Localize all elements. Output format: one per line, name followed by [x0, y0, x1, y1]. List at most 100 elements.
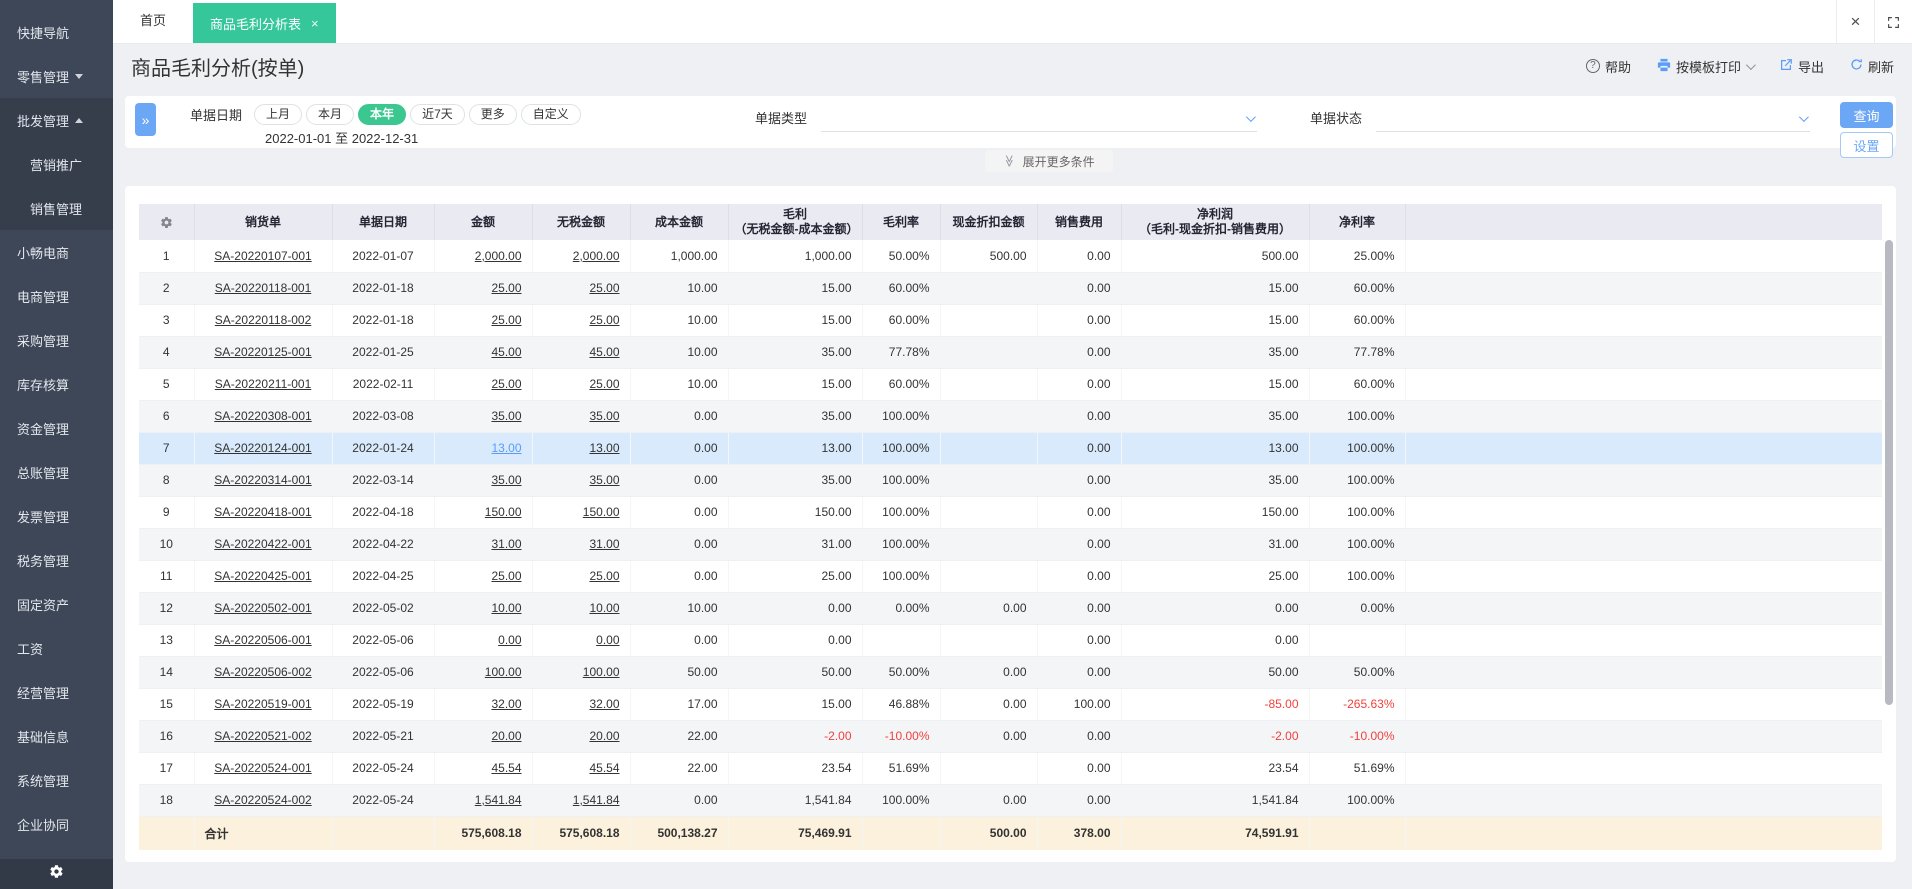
amount-link[interactable]: 2,000.00 — [474, 248, 522, 263]
query-button[interactable]: 查询 — [1840, 102, 1893, 128]
table-row[interactable]: 5 SA-20220211-001 2022-02-11 25.00 25.00 10.0… — [139, 368, 1882, 401]
sidebar-settings-button[interactable] — [0, 859, 113, 889]
untaxed-link[interactable]: 31.00 — [589, 537, 620, 551]
date-pill-本年[interactable]: 本年 — [358, 104, 407, 125]
untaxed-link[interactable]: 45.00 — [589, 345, 620, 359]
table-row[interactable]: 17 SA-20220524-001 2022-05-24 45.54 45.54 22.… — [139, 752, 1882, 785]
table-row[interactable]: 12 SA-20220502-001 2022-05-02 10.00 10.00 10.… — [139, 592, 1882, 625]
sidebar-item-电商管理[interactable]: 电商管理 — [0, 274, 113, 318]
amount-link[interactable]: 100.00 — [484, 665, 522, 679]
tab-gross-profit-report[interactable]: 商品毛利分析表 × — [193, 3, 336, 43]
sidebar-item-发票管理[interactable]: 发票管理 — [0, 494, 113, 538]
table-row[interactable]: 16 SA-20220521-002 2022-05-21 20.00 20.00 22.… — [139, 720, 1882, 753]
sidebar-item-销售管理[interactable]: 销售管理 — [0, 186, 113, 230]
sidebar-item-税务管理[interactable]: 税务管理 — [0, 538, 113, 582]
amount-link[interactable]: 25.00 — [491, 569, 522, 583]
sidebar-item-营销推广[interactable]: 营销推广 — [0, 142, 113, 186]
table-row[interactable]: 11 SA-20220425-001 2022-04-25 25.00 25.00 0.0… — [139, 560, 1882, 593]
table-row[interactable]: 10 SA-20220422-001 2022-04-22 31.00 31.00 0.0… — [139, 528, 1882, 561]
table-row[interactable]: 3 SA-20220118-002 2022-01-18 25.00 25.00 10.0… — [139, 304, 1882, 337]
untaxed-link[interactable]: 25.00 — [589, 377, 620, 391]
doc-status-select[interactable] — [1376, 108, 1811, 132]
table-row[interactable]: 13 SA-20220506-001 2022-05-06 0.00 0.00 0.00 0… — [139, 624, 1882, 657]
date-range-value[interactable]: 2022-01-01 至 2022-12-31 — [265, 131, 419, 146]
fullscreen-icon[interactable] — [1874, 0, 1912, 44]
column-header-net_profit[interactable]: 净利润 （毛利-现金折扣-销售费用） — [1121, 204, 1310, 240]
table-row[interactable]: 14 SA-20220506-002 2022-05-06 100.00 100.00 5… — [139, 656, 1882, 689]
doc-link[interactable]: SA-20220521-002 — [214, 729, 312, 743]
print-by-template-button[interactable]: 按模板打印 — [1657, 57, 1756, 76]
amount-link[interactable]: 45.00 — [491, 345, 522, 359]
column-header-doc[interactable]: 销货单 — [194, 204, 333, 240]
doc-link[interactable]: SA-20220308-001 — [214, 409, 312, 423]
doc-type-select[interactable] — [821, 108, 1258, 132]
amount-link[interactable]: 13.00 — [491, 441, 522, 455]
sidebar-item-工资[interactable]: 工资 — [0, 626, 113, 670]
column-header-date[interactable]: 单据日期 — [332, 204, 435, 240]
untaxed-link[interactable]: 2,000.00 — [572, 248, 620, 263]
tab-home[interactable]: 首页 — [140, 13, 167, 28]
sidebar-item-批发管理[interactable]: 批发管理 — [0, 98, 113, 142]
sidebar-item-固定资产[interactable]: 固定资产 — [0, 582, 113, 626]
table-row[interactable]: 8 SA-20220314-001 2022-03-14 35.00 35.00 0.00… — [139, 464, 1882, 497]
sidebar-item-企业协同[interactable]: 企业协同 — [0, 802, 113, 846]
column-header-cash_discount[interactable]: 现金折扣金额 — [940, 204, 1038, 240]
doc-link[interactable]: SA-20220211-001 — [214, 377, 312, 391]
date-pill-自定义[interactable]: 自定义 — [520, 104, 581, 125]
date-pill-上月[interactable]: 上月 — [254, 104, 303, 125]
sidebar-item-快捷导航[interactable]: 快捷导航 — [0, 10, 113, 54]
column-header-amount[interactable]: 金额 — [434, 204, 533, 240]
untaxed-link[interactable]: 10.00 — [589, 601, 620, 615]
doc-link[interactable]: SA-20220107-001 — [214, 248, 312, 263]
table-row[interactable]: 1 SA-20220107-001 2022-01-07 2,000.00 2,000.… — [139, 240, 1882, 273]
sidebar-item-采购管理[interactable]: 采购管理 — [0, 318, 113, 362]
column-settings-button[interactable] — [139, 204, 195, 240]
amount-link[interactable]: 25.00 — [491, 313, 522, 327]
amount-link[interactable]: 31.00 — [491, 537, 522, 551]
untaxed-link[interactable]: 1,541.84 — [572, 793, 620, 807]
doc-link[interactable]: SA-20220519-001 — [214, 697, 312, 711]
tab-close-icon[interactable]: × — [311, 15, 319, 31]
amount-link[interactable]: 150.00 — [484, 505, 522, 519]
sidebar-item-库存核算[interactable]: 库存核算 — [0, 362, 113, 406]
table-row[interactable]: 6 SA-20220308-001 2022-03-08 35.00 35.00 0.00… — [139, 400, 1882, 433]
sidebar-item-零售管理[interactable]: 零售管理 — [0, 54, 113, 98]
amount-link[interactable]: 20.00 — [491, 729, 522, 743]
untaxed-link[interactable]: 150.00 — [582, 505, 620, 519]
sidebar-item-总账管理[interactable]: 总账管理 — [0, 450, 113, 494]
untaxed-link[interactable]: 20.00 — [589, 729, 620, 743]
untaxed-link[interactable]: 25.00 — [589, 313, 620, 327]
doc-link[interactable]: SA-20220314-001 — [214, 473, 312, 487]
doc-link[interactable]: SA-20220422-001 — [214, 537, 312, 551]
amount-link[interactable]: 1,541.84 — [474, 793, 522, 807]
export-button[interactable]: 导出 — [1779, 57, 1824, 76]
untaxed-link[interactable]: 25.00 — [589, 569, 620, 583]
table-row[interactable]: 18 SA-20220524-002 2022-05-24 1,541.84 1,541… — [139, 784, 1882, 817]
sidebar-item-小畅电商[interactable]: 小畅电商 — [0, 230, 113, 274]
doc-link[interactable]: SA-20220425-001 — [214, 569, 312, 583]
column-header-gross_rate[interactable]: 毛利率 — [862, 204, 941, 240]
date-pill-近7天[interactable]: 近7天 — [410, 104, 465, 125]
untaxed-link[interactable]: 25.00 — [589, 281, 620, 295]
doc-link[interactable]: SA-20220418-001 — [214, 505, 312, 519]
expand-more-conditions-button[interactable]: ≫ 展开更多条件 — [985, 150, 1113, 172]
untaxed-link[interactable]: 100.00 — [582, 665, 620, 679]
untaxed-link[interactable]: 35.00 — [589, 409, 620, 423]
doc-link[interactable]: SA-20220502-001 — [214, 601, 312, 615]
amount-link[interactable]: 0.00 — [498, 633, 522, 647]
amount-link[interactable]: 25.00 — [491, 377, 522, 391]
doc-link[interactable]: SA-20220124-001 — [214, 441, 312, 455]
untaxed-link[interactable]: 45.54 — [589, 761, 620, 775]
untaxed-link[interactable]: 0.00 — [596, 633, 620, 647]
column-header-sales_expense[interactable]: 销售费用 — [1037, 204, 1122, 240]
settings-button[interactable]: 设置 — [1840, 132, 1893, 158]
untaxed-link[interactable]: 13.00 — [589, 441, 620, 455]
table-row[interactable]: 7 SA-20220124-001 2022-01-24 13.00 13.00 0.00… — [139, 432, 1882, 465]
table-row[interactable]: 4 SA-20220125-001 2022-01-25 45.00 45.00 10.0… — [139, 336, 1882, 369]
date-pill-本月[interactable]: 本月 — [306, 104, 355, 125]
amount-link[interactable]: 10.00 — [491, 601, 522, 615]
amount-link[interactable]: 35.00 — [491, 473, 522, 487]
sidebar-item-系统管理[interactable]: 系统管理 — [0, 758, 113, 802]
doc-link[interactable]: SA-20220524-001 — [214, 761, 312, 775]
table-row[interactable]: 2 SA-20220118-001 2022-01-18 25.00 25.00 10.0… — [139, 272, 1882, 305]
